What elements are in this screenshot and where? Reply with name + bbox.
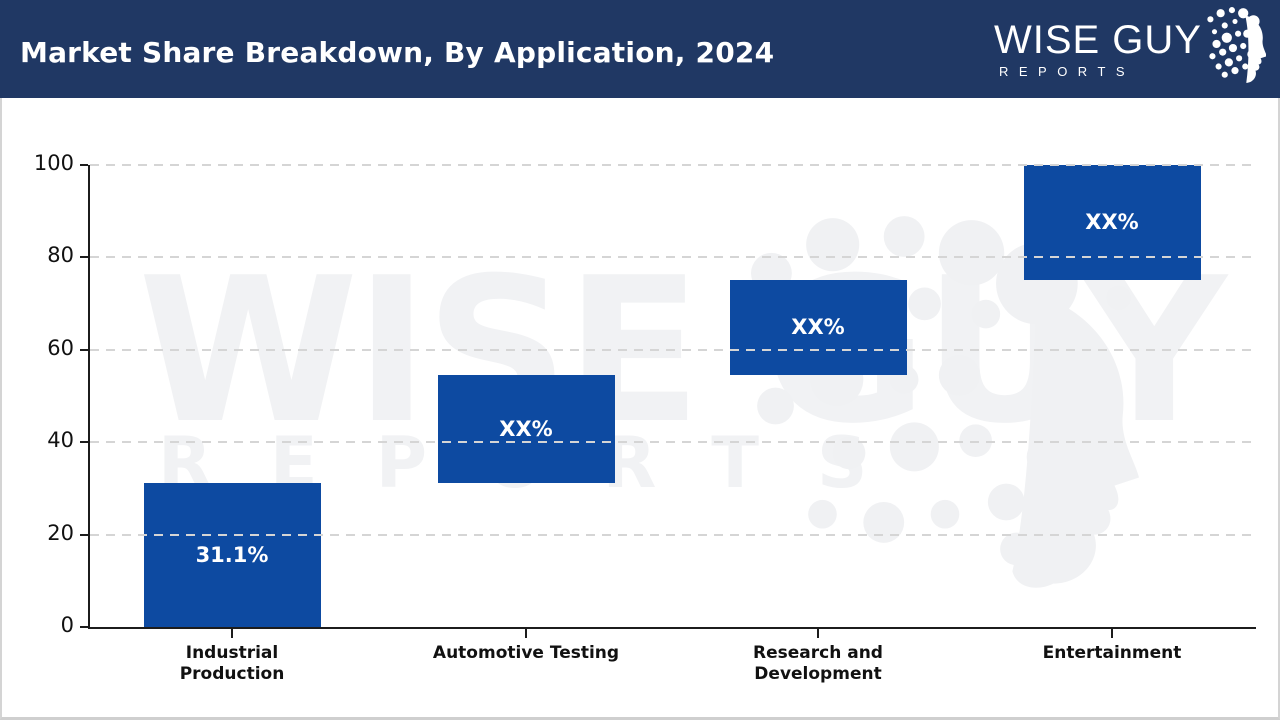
x-tick (817, 629, 819, 638)
y-tick-label: 40 (47, 428, 74, 453)
y-tick (80, 626, 88, 628)
wiseguy-logo: WISE GUY REPORTS (994, 0, 1266, 98)
y-tick (80, 348, 88, 351)
y-tick-label: 80 (47, 243, 74, 268)
page-title: Market Share Breakdown, By Application, … (20, 35, 775, 69)
x-tick-label: Entertainment (1042, 643, 1182, 663)
y-tick (80, 164, 88, 166)
x-tick-label: Industrial Production (179, 643, 285, 685)
bar: XX% (437, 375, 615, 484)
bar-value-label: XX% (1085, 210, 1139, 235)
y-tick-label: 100 (33, 151, 74, 175)
y-gridline (90, 348, 1254, 351)
bar-value-label: XX% (499, 417, 553, 442)
x-tick (231, 629, 233, 638)
y-tick (80, 256, 88, 259)
y-gridline (90, 256, 1254, 259)
bar: 31.1% (143, 483, 321, 627)
y-tick-label: 60 (47, 335, 74, 360)
x-tick-label: Research and Development (753, 643, 883, 685)
plot-area: 0 20 40 60 80 100 31.1% Industrial Production XX… (34, 151, 1256, 684)
bar-value-label: XX% (791, 315, 845, 340)
y-tick-label: 20 (47, 520, 74, 545)
x-tick (525, 629, 527, 638)
logo-text: WISE GUY REPORTS (994, 20, 1202, 79)
y-tick-label: 0 (60, 613, 74, 637)
y-gridline (90, 441, 1254, 444)
bar: XX% (1023, 165, 1201, 280)
logo-secondary-text: REPORTS (998, 63, 1136, 79)
header: Market Share Breakdown, By Application, … (0, 0, 1280, 98)
y-tick (80, 533, 88, 536)
y-gridline (90, 164, 1254, 166)
x-tick (1111, 629, 1113, 638)
x-tick-label: Automotive Testing (432, 643, 620, 663)
y-gridline (90, 533, 1254, 536)
bar-value-label: 31.1% (195, 543, 269, 568)
wiseguy-head-icon (1207, 7, 1266, 83)
bar: XX% (729, 279, 907, 376)
logo-primary-text: WISE GUY (993, 17, 1202, 62)
y-tick (80, 441, 88, 444)
